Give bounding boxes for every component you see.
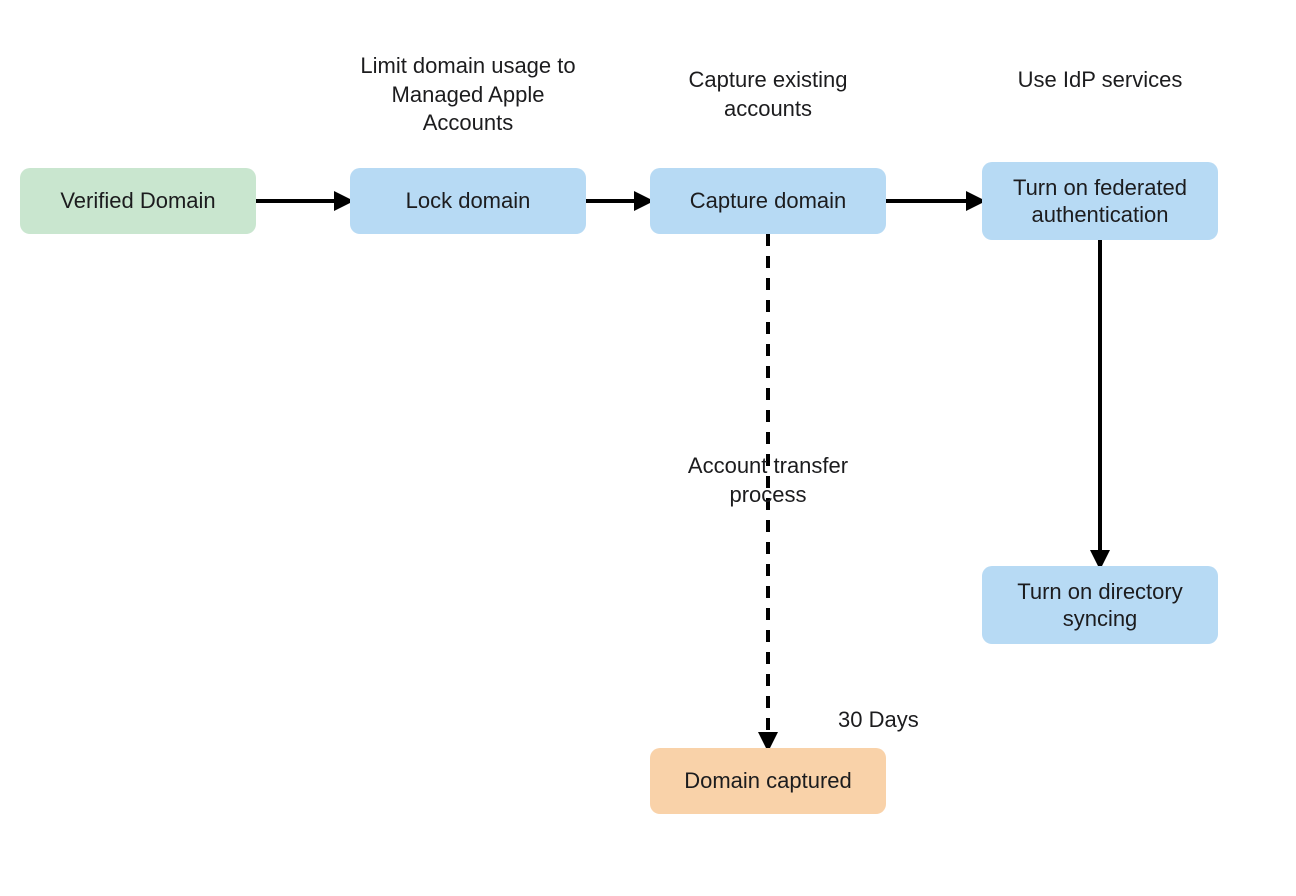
node-federated-auth: Turn on federated authentication: [982, 162, 1218, 240]
node-label: Verified Domain: [60, 187, 215, 215]
column-label-lock: Limit domain usage to Managed Apple Acco…: [350, 52, 586, 138]
node-label: Domain captured: [684, 767, 852, 795]
edge-label-days: 30 Days: [838, 706, 958, 735]
node-capture-domain: Capture domain: [650, 168, 886, 234]
edge-label-transfer: Account transfer process: [650, 452, 886, 509]
column-label-idp: Use IdP services: [982, 66, 1218, 95]
node-label: Turn on federated authentication: [990, 174, 1210, 229]
column-label-capture: Capture existing accounts: [650, 66, 886, 123]
edges-layer: [0, 0, 1296, 896]
node-label: Turn on directory syncing: [990, 578, 1210, 633]
node-label: Lock domain: [406, 187, 531, 215]
node-directory-syncing: Turn on directory syncing: [982, 566, 1218, 644]
node-domain-captured: Domain captured: [650, 748, 886, 814]
flowchart-canvas: { "diagram": { "type": "flowchart", "bac…: [0, 0, 1296, 896]
node-label: Capture domain: [690, 187, 847, 215]
node-lock-domain: Lock domain: [350, 168, 586, 234]
node-verified-domain: Verified Domain: [20, 168, 256, 234]
